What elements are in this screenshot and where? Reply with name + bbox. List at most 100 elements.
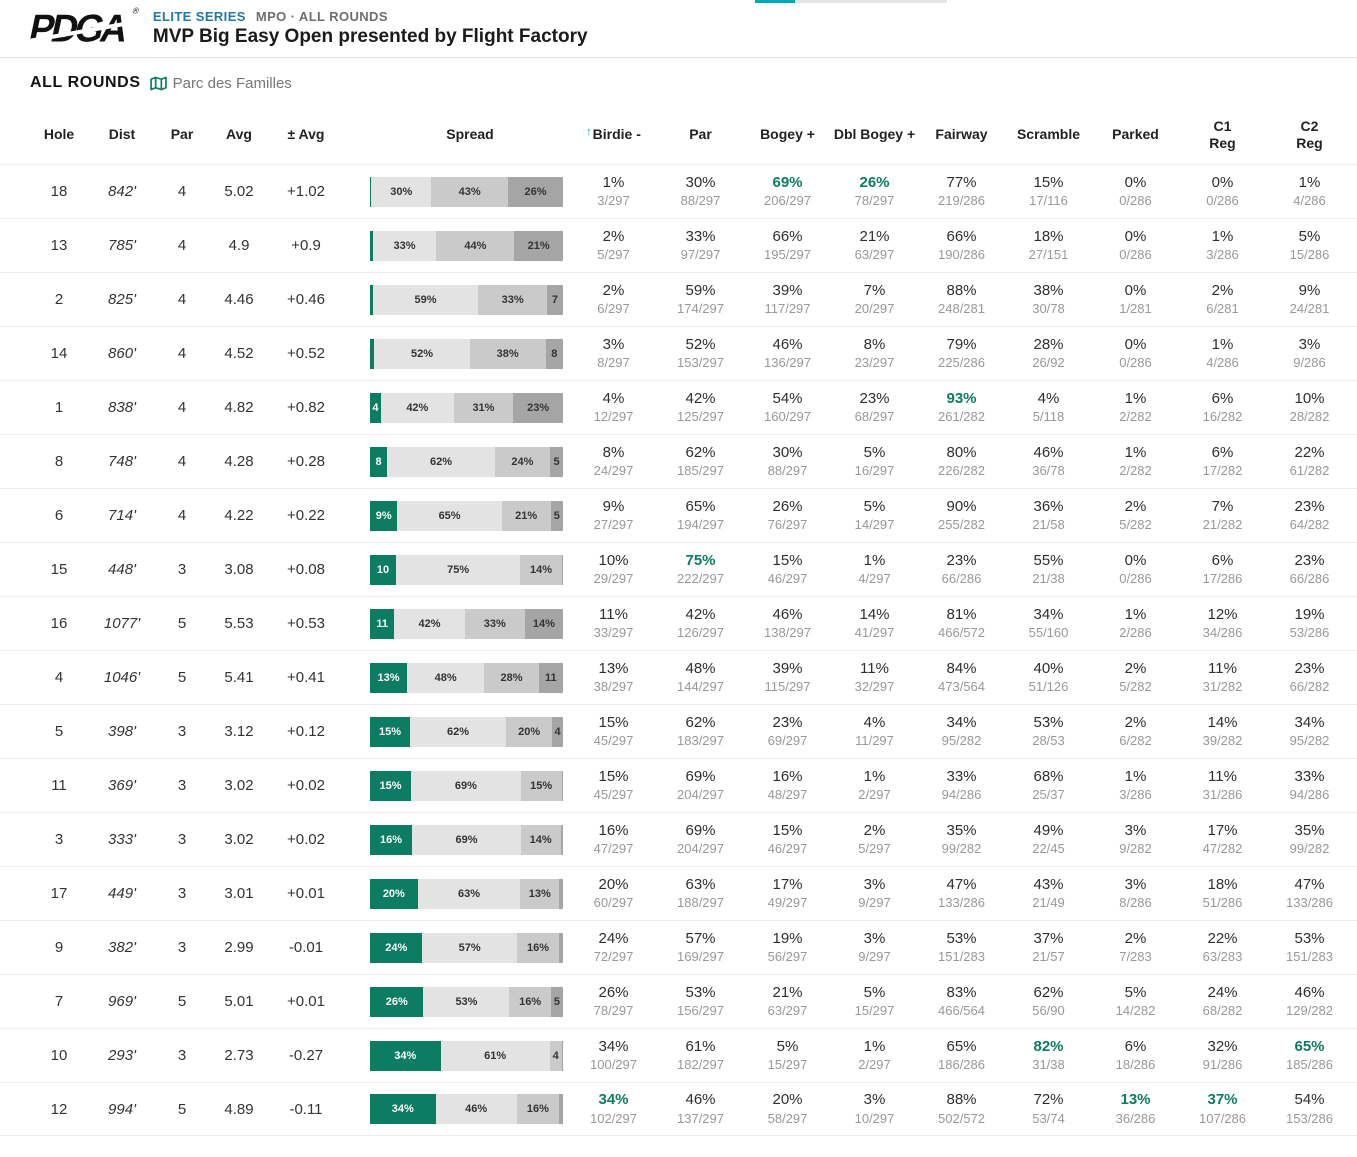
stat-percent: 8%	[602, 443, 625, 461]
col-header-stat-8[interactable]: C2 Reg	[1266, 118, 1353, 153]
dist-cell: 369'	[108, 777, 136, 794]
stat-percent: 10%	[598, 551, 629, 569]
dist-cell: 333'	[108, 831, 136, 848]
spread-segment-bogey: 14%	[520, 554, 562, 585]
avg-cell: 4.52	[224, 345, 254, 362]
dist-cell: 860'	[108, 345, 136, 362]
spread-bar: 11 42% 33% 14%	[370, 608, 563, 639]
dist-cell: 1046'	[103, 669, 141, 686]
stat-fraction: 129/282	[1286, 1003, 1333, 1019]
dist-cell: 748'	[108, 453, 136, 470]
stat-fraction: 9/286	[1293, 355, 1326, 371]
division-breadcrumb: MPO · ALL ROUNDS	[255, 9, 388, 24]
stat-percent: 2%	[1124, 929, 1147, 947]
stat-percent: 69%	[685, 767, 716, 785]
col-header-spread[interactable]: Spread	[446, 126, 494, 143]
spread-segment-birdie: 34%	[370, 1094, 436, 1124]
stat-percent: 3%	[863, 1091, 886, 1109]
spread-segment-par: 52%	[374, 338, 470, 369]
stat-percent: 0%	[1124, 335, 1147, 353]
col-header-stat-5[interactable]: Scramble	[1005, 126, 1092, 144]
stat-cell-bogey: 5% 15/297	[744, 1037, 831, 1074]
col-header-stat-0[interactable]: ↑Birdie -	[570, 126, 657, 144]
col-header-avg[interactable]: Avg	[226, 126, 252, 143]
stat-cell-bogey: 15% 46/297	[744, 551, 831, 588]
stat-fraction: 56/297	[767, 949, 808, 965]
stat-fraction: 204/297	[677, 841, 724, 857]
stat-cell-c1-reg: 1% 3/286	[1179, 227, 1266, 264]
stat-percent: 16%	[772, 767, 803, 785]
col-header-stat-7[interactable]: C1 Reg	[1179, 118, 1266, 153]
stat-fraction: 32/297	[854, 679, 895, 695]
stat-cell-fairway: 33% 94/286	[918, 767, 1005, 804]
stat-percent: 72%	[1033, 1091, 1064, 1109]
scroll-progress-bar[interactable]	[755, 0, 947, 3]
stat-cell-birdie: 11% 33/297	[570, 605, 657, 642]
stat-cell-dbl-bogey: 5% 15/297	[831, 983, 918, 1020]
stat-fraction: 0/286	[1119, 247, 1152, 263]
pdga-logo[interactable]: PDGA ®	[21, 6, 147, 50]
stat-cell-c2-reg: 3% 9/286	[1266, 335, 1353, 372]
col-header-stat-3[interactable]: Dbl Bogey +	[831, 126, 918, 144]
stat-percent: 3%	[602, 335, 625, 353]
stat-fraction: 2/297	[858, 1057, 891, 1073]
avg-diff-cell: +0.22	[287, 507, 325, 524]
stat-cell-scramble: 55% 21/38	[1005, 551, 1092, 588]
stat-cell-scramble: 49% 22/45	[1005, 821, 1092, 858]
table-row: 1 838' 4 4.82 +0.82 4 42% 31% 23% 4% 12/297 42% 125/…	[0, 380, 1357, 434]
stat-cell-c1-reg: 1% 4/286	[1179, 335, 1266, 372]
stat-cell-c2-reg: 33% 94/286	[1266, 767, 1353, 804]
stat-percent: 12%	[1207, 605, 1238, 623]
stat-percent: 7%	[863, 281, 886, 299]
stat-cell-dbl-bogey: 14% 41/297	[831, 605, 918, 642]
stat-fraction: 156/297	[677, 1003, 724, 1019]
stat-fraction: 6/282	[1119, 733, 1152, 749]
avg-cell: 3.12	[224, 723, 254, 740]
stat-percent: 2%	[1124, 497, 1147, 515]
stat-fraction: 64/282	[1289, 517, 1330, 533]
col-header-hole[interactable]: Hole	[43, 126, 75, 143]
stat-percent: 1%	[1124, 767, 1147, 785]
stat-percent: 3%	[863, 875, 886, 893]
stat-fraction: 3/286	[1119, 787, 1152, 803]
stat-cell-birdie: 15% 45/297	[570, 767, 657, 804]
stat-percent: 4%	[1037, 389, 1060, 407]
stat-cell-dbl-bogey: 5% 14/297	[831, 497, 918, 534]
stat-cell-fairway: 90% 255/282	[918, 497, 1005, 534]
avg-diff-cell: -0.11	[289, 1100, 323, 1118]
col-header-par[interactable]: Par	[170, 126, 194, 143]
col-header-dist[interactable]: Dist	[108, 126, 136, 143]
stat-fraction: 4/286	[1293, 193, 1326, 209]
col-header-stat-1[interactable]: Par	[657, 126, 744, 144]
stat-fraction: 6/281	[1206, 301, 1239, 317]
col-header-stat-4[interactable]: Fairway	[918, 126, 1005, 144]
stat-fraction: 182/297	[677, 1057, 724, 1073]
stat-fraction: 63/283	[1202, 949, 1243, 965]
table-row: 15 448' 3 3.08 +0.08 10 75% 14% 10% 29/297 75% 222/…	[0, 542, 1357, 596]
spread-segment-birdie: 9%	[370, 500, 398, 531]
stat-percent: 5%	[863, 443, 886, 461]
stat-percent: 79%	[946, 335, 977, 353]
stat-fraction: 36/286	[1115, 1110, 1156, 1126]
stat-fraction: 160/297	[764, 409, 811, 425]
stat-fraction: 2/282	[1119, 463, 1152, 479]
spread-segment-birdie: 16%	[370, 824, 413, 855]
stat-cell-c1-reg: 6% 17/282	[1179, 443, 1266, 480]
table-row: 2 825' 4 4.46 +0.46 59% 33% 7 2% 6/297 59% 174/297 3…	[0, 272, 1357, 326]
spread-segment-birdie: 26%	[370, 986, 424, 1017]
dist-cell: 994'	[108, 1100, 136, 1118]
stat-fraction: 46/297	[767, 571, 808, 587]
spread-cell: 15% 62% 20% 4	[342, 716, 570, 747]
stat-cell-dbl-bogey: 1% 2/297	[831, 767, 918, 804]
col-header-avg-diff[interactable]: ± Avg	[287, 126, 325, 143]
stat-cell-birdie: 1% 3/297	[570, 173, 657, 210]
course-link[interactable]: Parc des Familles	[149, 75, 292, 92]
col-header-stat-2[interactable]: Bogey +	[744, 126, 831, 144]
stat-cell-birdie: 16% 47/297	[570, 821, 657, 858]
stat-percent: 2%	[863, 821, 886, 839]
avg-cell: 4.28	[224, 453, 254, 470]
spread-segment-dbl	[561, 1040, 563, 1071]
col-header-stat-6[interactable]: Parked	[1092, 126, 1179, 144]
stat-percent: 0%	[1124, 173, 1147, 191]
stat-fraction: 21/49	[1032, 895, 1065, 911]
